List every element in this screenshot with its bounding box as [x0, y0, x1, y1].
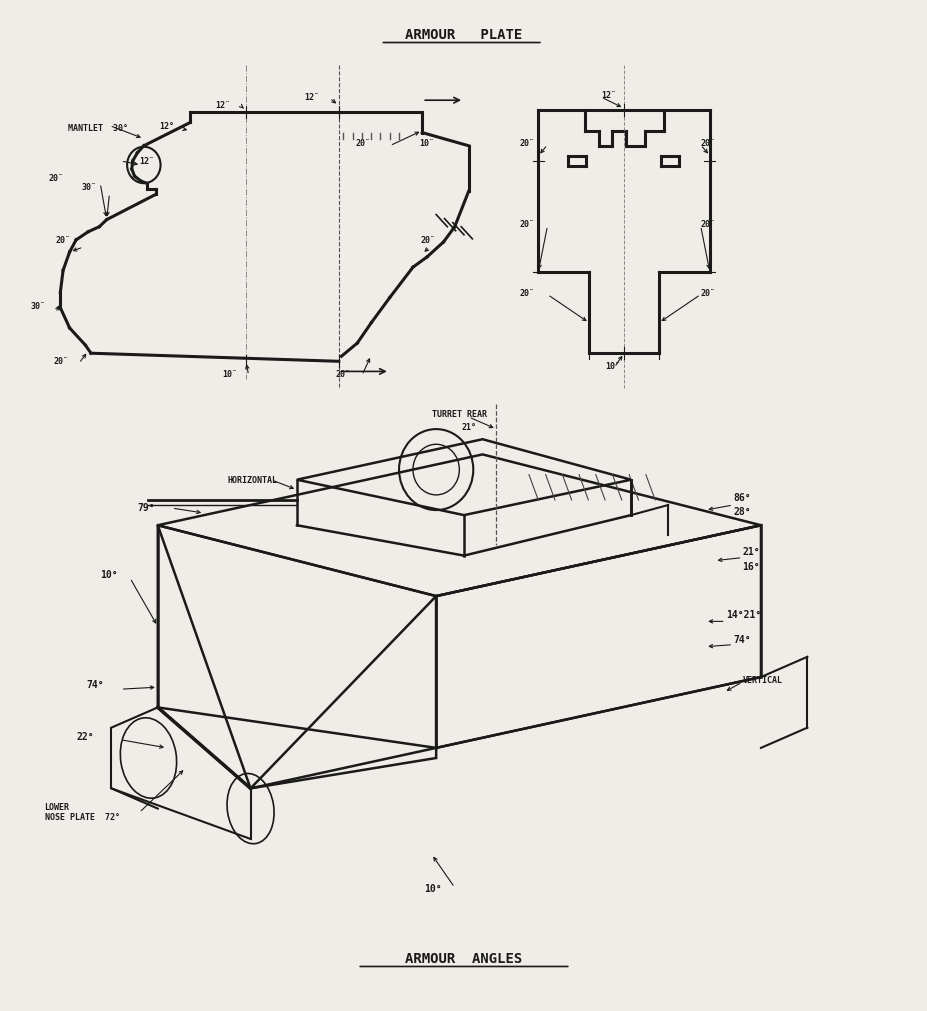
- Text: ARMOUR   PLATE: ARMOUR PLATE: [405, 28, 522, 42]
- Text: MANTLET  30°: MANTLET 30°: [68, 124, 128, 132]
- Text: VERTICAL: VERTICAL: [742, 675, 781, 683]
- Text: 28°: 28°: [732, 507, 750, 517]
- Text: 74°: 74°: [732, 634, 750, 644]
- Text: 10°: 10°: [424, 883, 441, 893]
- Text: 30″: 30″: [82, 183, 96, 191]
- Text: 20″: 20″: [519, 289, 534, 297]
- Text: 79°: 79°: [137, 502, 155, 513]
- Text: 12″: 12″: [215, 101, 230, 109]
- Text: 22°: 22°: [76, 731, 94, 741]
- Text: 14°21°: 14°21°: [725, 610, 760, 620]
- Text: 20″: 20″: [700, 220, 715, 228]
- Text: 12″: 12″: [601, 91, 616, 99]
- Text: TURRET REAR: TURRET REAR: [431, 410, 486, 419]
- Text: 20″: 20″: [420, 237, 435, 245]
- Text: 20″: 20″: [519, 220, 534, 228]
- Text: 10″: 10″: [222, 370, 237, 378]
- Text: 20″: 20″: [355, 140, 370, 148]
- Text: 21°: 21°: [461, 423, 476, 431]
- Text: HORIZONTAL: HORIZONTAL: [227, 476, 277, 484]
- Text: 20″: 20″: [48, 174, 63, 182]
- Text: 20″: 20″: [56, 237, 70, 245]
- Text: 20″: 20″: [336, 370, 350, 378]
- Text: 30″: 30″: [31, 302, 45, 310]
- Text: 20″: 20″: [700, 140, 715, 148]
- Text: 20″: 20″: [700, 289, 715, 297]
- Text: 86°: 86°: [732, 492, 750, 502]
- Text: 10°: 10°: [100, 569, 118, 579]
- Text: 20″: 20″: [54, 357, 69, 365]
- Text: 10″: 10″: [419, 140, 434, 148]
- Text: 10″: 10″: [604, 362, 619, 370]
- Text: LOWER: LOWER: [44, 803, 70, 811]
- Text: ARMOUR  ANGLES: ARMOUR ANGLES: [405, 951, 522, 966]
- Text: 12″: 12″: [139, 158, 154, 166]
- Text: 12°: 12°: [159, 122, 174, 130]
- Text: 21°: 21°: [742, 546, 759, 556]
- Text: NOSE PLATE  72°: NOSE PLATE 72°: [44, 813, 120, 821]
- Text: 20″: 20″: [519, 140, 534, 148]
- Text: 12″: 12″: [304, 93, 319, 101]
- Text: 74°: 74°: [86, 679, 104, 690]
- Text: 16°: 16°: [742, 561, 759, 571]
